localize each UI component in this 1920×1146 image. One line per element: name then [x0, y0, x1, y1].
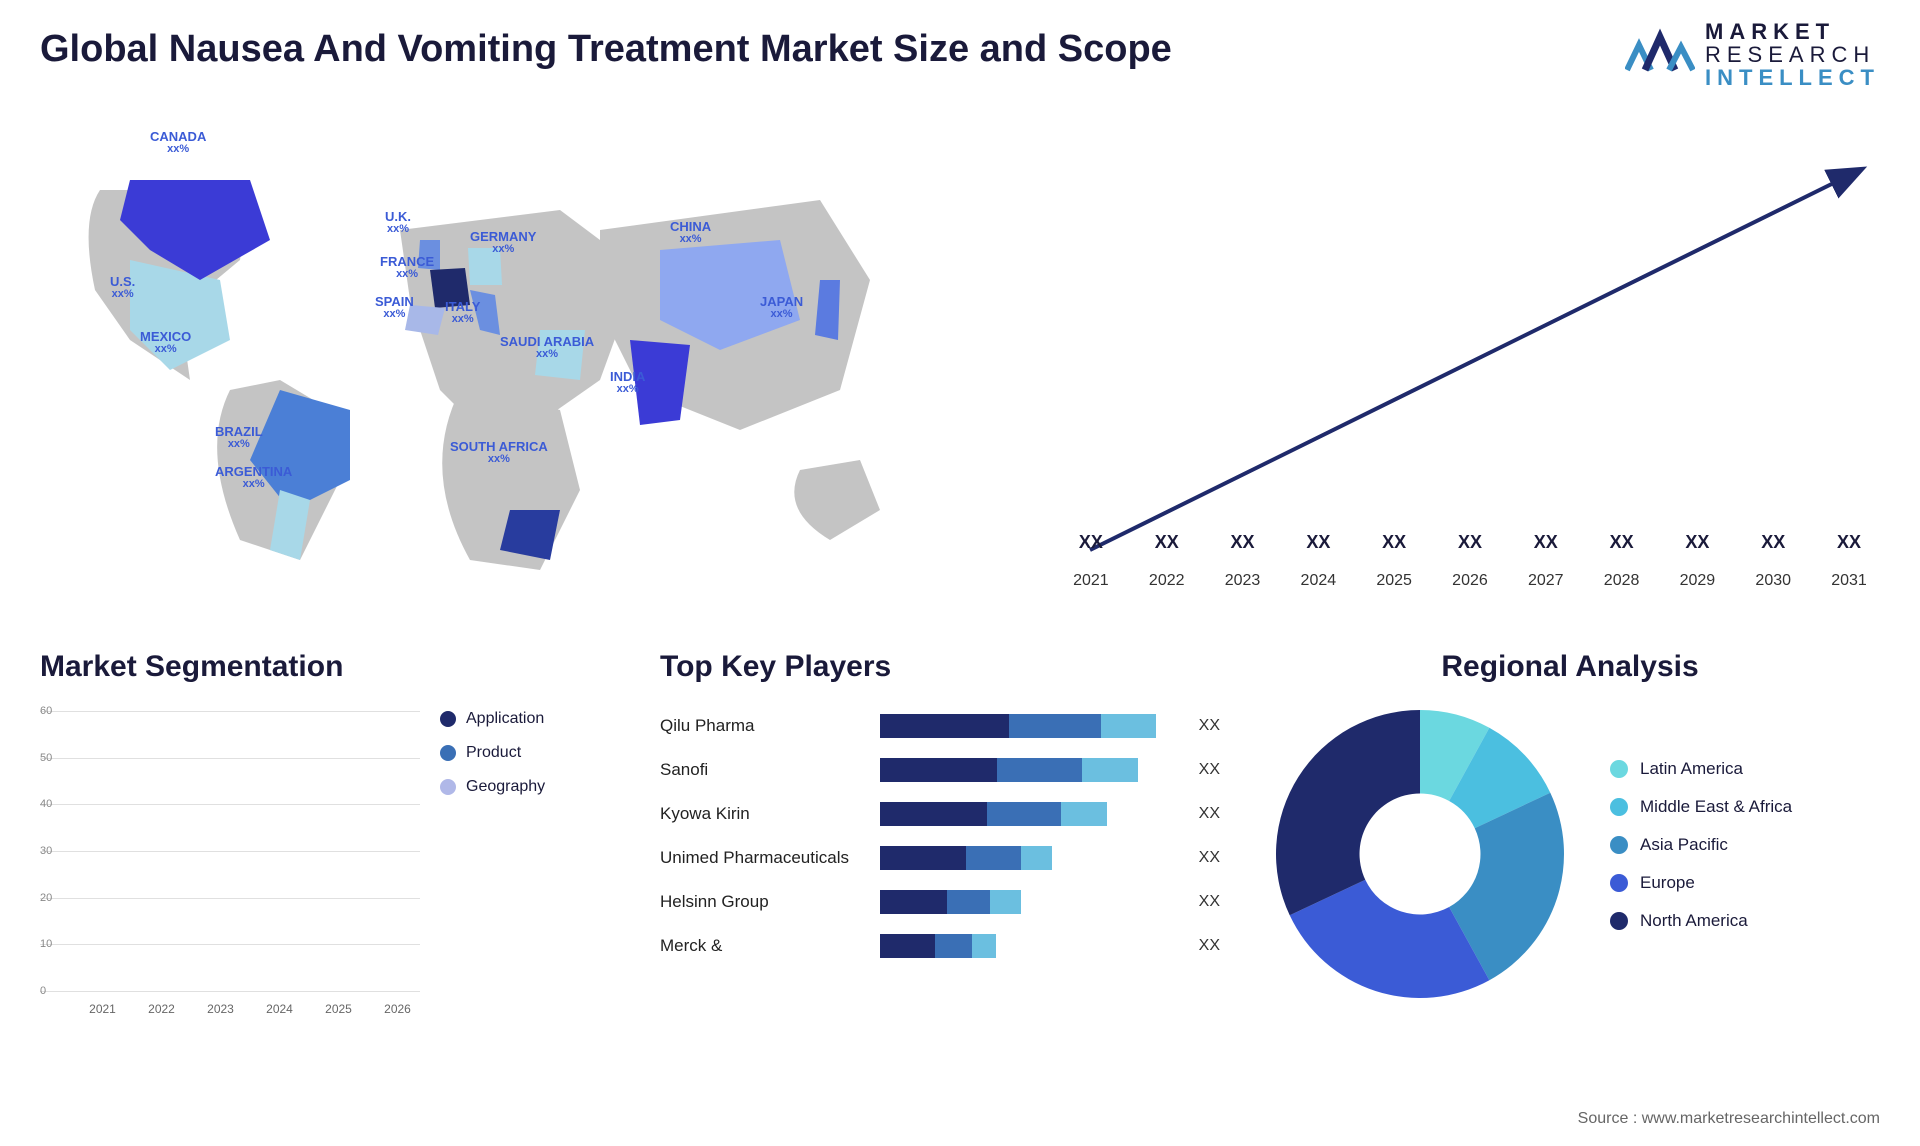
growth-bar-year: 2021 — [1060, 572, 1122, 590]
key-player-row: Kyowa Kirin XX — [660, 792, 1220, 836]
map-label-india: INDIAxx% — [610, 370, 645, 395]
regional-legend-item: Europe — [1610, 873, 1792, 893]
map-label-france: FRANCExx% — [380, 255, 434, 280]
segmentation-year: 2025 — [316, 1002, 361, 1016]
world-map: CANADAxx% U.S.xx% MEXICOxx% BRAZILxx% ARGENT… — [40, 130, 920, 600]
segmentation-section: Market Segmentation 0102030405060 202120… — [40, 650, 600, 1022]
key-player-name: Sanofi — [660, 760, 880, 780]
logo-line1: MARKET — [1705, 20, 1880, 43]
segmentation-legend: Application Product Geography — [440, 710, 545, 812]
growth-bar-label: XX — [1591, 532, 1653, 553]
regional-legend: Latin America Middle East & Africa Asia Pa… — [1610, 759, 1792, 949]
map-label-mexico: MEXICOxx% — [140, 330, 191, 355]
key-player-value: XX — [1199, 761, 1220, 779]
growth-bar-label: XX — [1818, 532, 1880, 553]
key-player-value: XX — [1199, 937, 1220, 955]
map-label-japan: JAPANxx% — [760, 295, 803, 320]
key-player-value: XX — [1199, 893, 1220, 911]
map-label-uk: U.K.xx% — [385, 210, 411, 235]
growth-bar-label: XX — [1212, 532, 1274, 553]
segmentation-year: 2021 — [80, 1002, 125, 1016]
key-player-name: Helsinn Group — [660, 892, 880, 912]
regional-section: Regional Analysis Latin America Middle Ea… — [1260, 650, 1880, 1014]
growth-bar-label: XX — [1363, 532, 1425, 553]
key-player-name: Unimed Pharmaceuticals — [660, 848, 880, 868]
key-player-row: Qilu Pharma XX — [660, 704, 1220, 748]
key-player-row: Sanofi XX — [660, 748, 1220, 792]
map-label-italy: ITALYxx% — [445, 300, 480, 325]
map-label-china: CHINAxx% — [670, 220, 711, 245]
segmentation-year: 2023 — [198, 1002, 243, 1016]
map-label-germany: GERMANYxx% — [470, 230, 536, 255]
map-label-brazil: BRAZILxx% — [215, 425, 263, 450]
key-player-row: Merck & XX — [660, 924, 1220, 968]
segmentation-year: 2022 — [139, 1002, 184, 1016]
donut-slice — [1276, 710, 1420, 915]
map-label-canada: CANADAxx% — [150, 130, 206, 155]
growth-bar-year: 2025 — [1363, 572, 1425, 590]
key-player-name: Merck & — [660, 936, 880, 956]
growth-bar-label: XX — [1136, 532, 1198, 553]
segmentation-legend-item: Geography — [440, 778, 545, 796]
growth-bar-year: 2030 — [1742, 572, 1804, 590]
map-label-saudiarabia: SAUDI ARABIAxx% — [500, 335, 594, 360]
regional-legend-item: Middle East & Africa — [1610, 797, 1792, 817]
logo-line3: INTELLECT — [1705, 66, 1880, 89]
regional-legend-item: North America — [1610, 911, 1792, 931]
map-label-spain: SPAINxx% — [375, 295, 414, 320]
regional-title: Regional Analysis — [1260, 650, 1880, 684]
map-label-southafrica: SOUTH AFRICAxx% — [450, 440, 548, 465]
growth-chart: XX 2021 XX 2022 XX 2023 XX 2024 XX 2025 XX 2026 XX 20… — [1060, 150, 1880, 600]
key-players-section: Top Key Players Qilu PharmaXXSanofiXXKyo… — [660, 650, 1220, 968]
segmentation-title: Market Segmentation — [40, 650, 600, 684]
growth-bar-label: XX — [1439, 532, 1501, 553]
key-player-value: XX — [1199, 805, 1220, 823]
segmentation-chart: 0102030405060 202120222023202420252026 — [40, 702, 420, 1022]
page-title: Global Nausea And Vomiting Treatment Mar… — [40, 28, 1172, 71]
key-players-chart: Qilu PharmaXXSanofiXXKyowa KirinXXUnimed… — [660, 704, 1220, 968]
map-svg — [40, 130, 920, 600]
growth-bar-year: 2029 — [1667, 572, 1729, 590]
logo-line2: RESEARCH — [1705, 43, 1880, 66]
growth-bar-year: 2028 — [1591, 572, 1653, 590]
key-player-value: XX — [1199, 717, 1220, 735]
growth-bar-year: 2024 — [1287, 572, 1349, 590]
logo-icon — [1625, 25, 1695, 85]
growth-bar-label: XX — [1060, 532, 1122, 553]
growth-bar-year: 2031 — [1818, 572, 1880, 590]
growth-bar-label: XX — [1742, 532, 1804, 553]
map-label-argentina: ARGENTINAxx% — [215, 465, 292, 490]
growth-bar-label: XX — [1287, 532, 1349, 553]
segmentation-legend-item: Application — [440, 710, 545, 728]
segmentation-legend-item: Product — [440, 744, 545, 762]
growth-bar-year: 2022 — [1136, 572, 1198, 590]
regional-legend-item: Latin America — [1610, 759, 1792, 779]
map-label-us: U.S.xx% — [110, 275, 135, 300]
growth-bar-year: 2027 — [1515, 572, 1577, 590]
growth-bar-label: XX — [1515, 532, 1577, 553]
regional-donut-chart — [1260, 694, 1580, 1014]
key-players-title: Top Key Players — [660, 650, 1220, 684]
growth-bar-label: XX — [1667, 532, 1729, 553]
source-text: Source : www.marketresearchintellect.com — [1578, 1110, 1880, 1128]
key-player-value: XX — [1199, 849, 1220, 867]
growth-bar-year: 2023 — [1212, 572, 1274, 590]
key-player-row: Helsinn Group XX — [660, 880, 1220, 924]
key-player-row: Unimed Pharmaceuticals XX — [660, 836, 1220, 880]
growth-bar-year: 2026 — [1439, 572, 1501, 590]
segmentation-year: 2024 — [257, 1002, 302, 1016]
key-player-name: Kyowa Kirin — [660, 804, 880, 824]
segmentation-year: 2026 — [375, 1002, 420, 1016]
key-player-name: Qilu Pharma — [660, 716, 880, 736]
brand-logo: MARKET RESEARCH INTELLECT — [1625, 20, 1880, 89]
regional-legend-item: Asia Pacific — [1610, 835, 1792, 855]
